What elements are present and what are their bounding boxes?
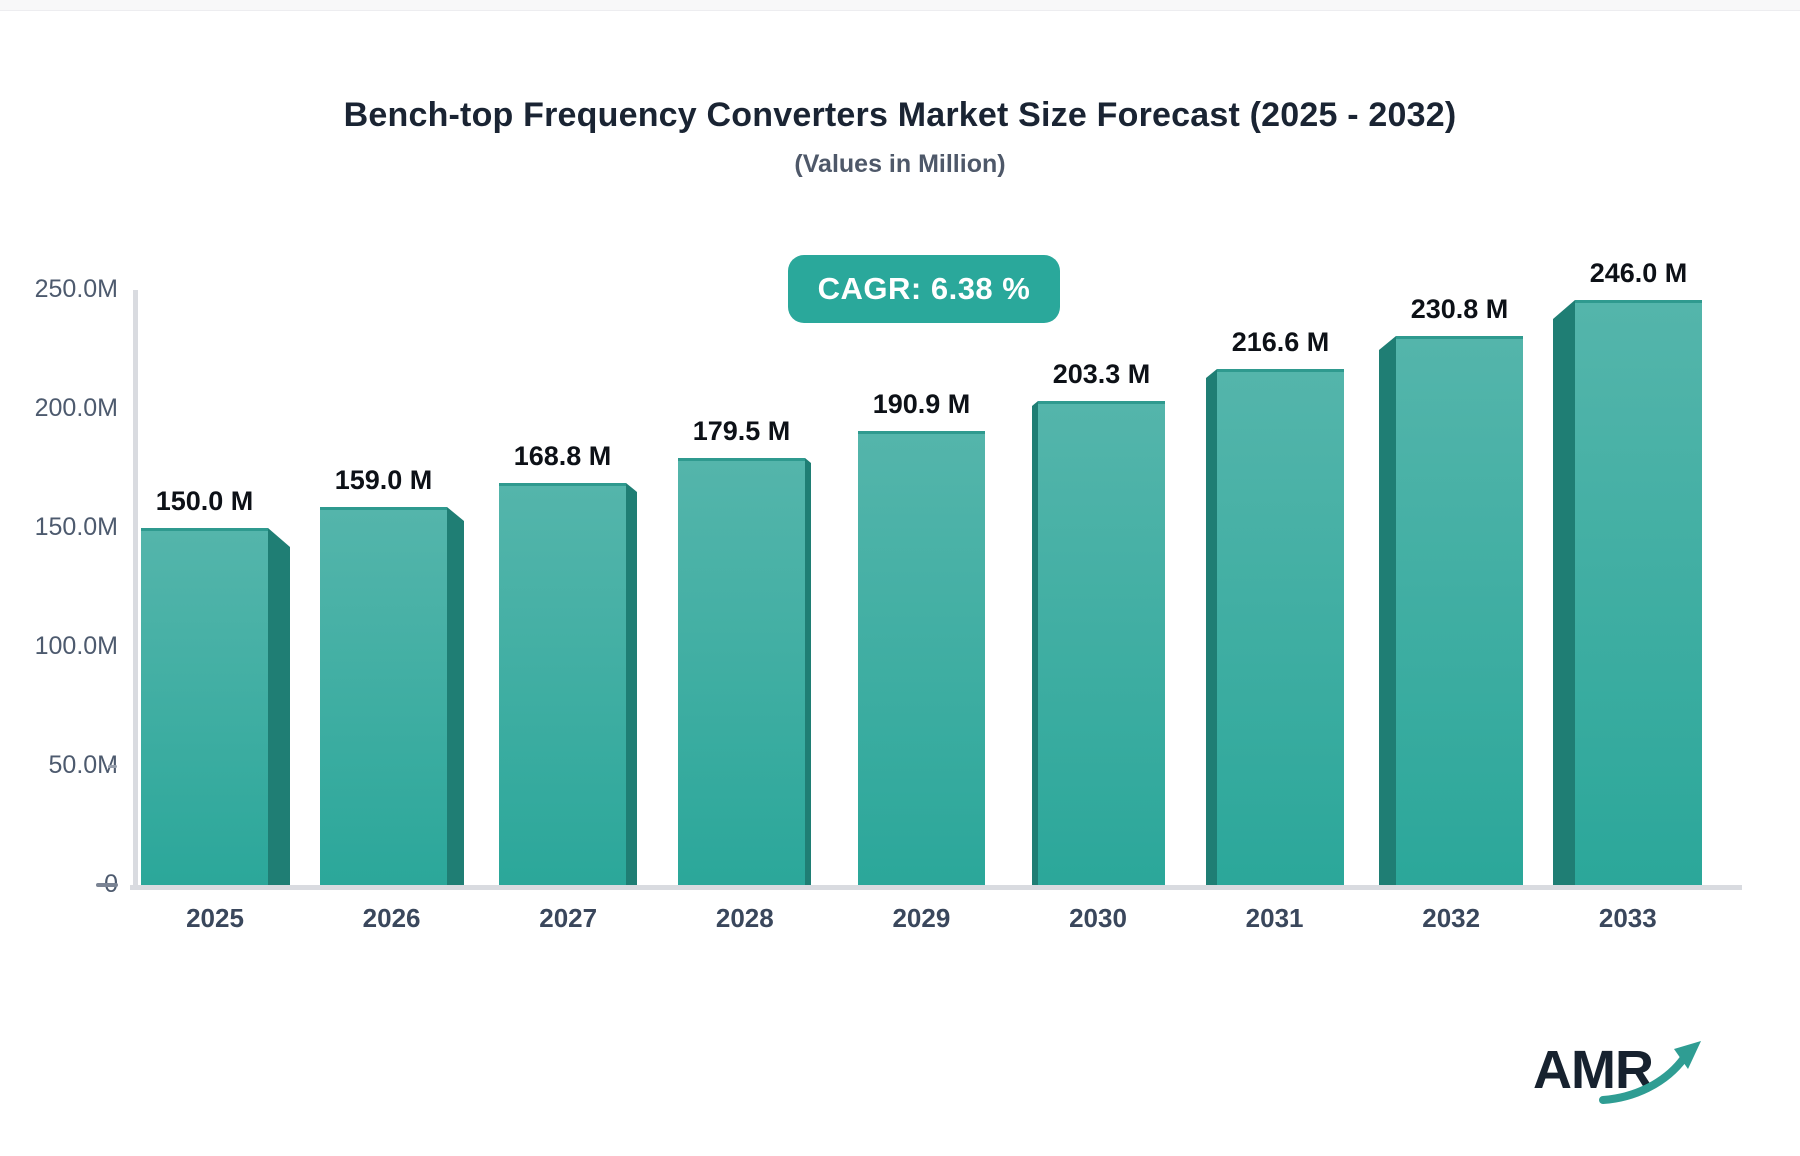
bar-side xyxy=(1379,336,1396,885)
bar-side xyxy=(1206,369,1217,885)
bar-side xyxy=(805,458,811,885)
y-axis-tick xyxy=(96,883,118,887)
bar: 216.6 M xyxy=(1206,327,1344,885)
x-tick-label: 2025 xyxy=(186,903,244,933)
bar-value-label: 203.3 M xyxy=(1052,359,1151,389)
bar-value-label: 190.9 M xyxy=(872,389,971,419)
bar-face xyxy=(1575,300,1702,885)
y-axis-label: 250.0M xyxy=(34,275,118,303)
y-axis-line xyxy=(133,290,138,890)
bar-face xyxy=(678,458,805,885)
bar-face xyxy=(1396,336,1523,885)
bar-face xyxy=(141,528,268,885)
x-tick-label: 2027 xyxy=(539,903,598,933)
bar-face xyxy=(858,431,985,885)
y-axis-tick xyxy=(108,765,117,768)
bar-side xyxy=(626,483,637,885)
bar: 179.5 M xyxy=(678,416,811,885)
bar-value-label: 179.5 M xyxy=(692,416,791,446)
y-axis-label: 150.0M xyxy=(34,513,118,541)
bar: 230.8 M xyxy=(1379,294,1523,885)
bar-side xyxy=(1032,401,1038,885)
bar-value-label: 159.0 M xyxy=(334,465,433,495)
x-tick-label: 2029 xyxy=(892,903,951,933)
bar-value-label: 246.0 M xyxy=(1589,258,1688,288)
bar: 150.0 M xyxy=(141,486,290,885)
x-tick-label: 2028 xyxy=(715,903,774,933)
bar-value-label: 230.8 M xyxy=(1410,294,1509,324)
chart-subtitle: (Values in Million) xyxy=(794,150,1006,178)
x-tick-label: 2033 xyxy=(1598,903,1657,933)
x-tick-label: 2032 xyxy=(1422,903,1481,933)
bar-value-label: 150.0 M xyxy=(155,486,254,516)
bar-value-label: 216.6 M xyxy=(1231,327,1330,357)
bar: 168.8 M xyxy=(499,441,637,885)
bar-face xyxy=(1217,369,1344,885)
chart-title: Bench-top Frequency Converters Market Si… xyxy=(343,96,1457,134)
bar-side xyxy=(447,507,464,885)
x-tick-label: 2031 xyxy=(1245,903,1304,933)
bar-side xyxy=(268,528,290,885)
y-axis-label: 100.0M xyxy=(34,632,118,660)
y-axis-label: 200.0M xyxy=(34,394,118,422)
bar: 246.0 M xyxy=(1553,258,1702,885)
bar-face xyxy=(320,507,447,885)
cagr-badge: CAGR: 6.38 % xyxy=(788,255,1060,323)
x-tick-label: 2030 xyxy=(1069,903,1127,933)
amr-logo: AMR xyxy=(1533,1040,1701,1104)
x-tick-label: 2026 xyxy=(362,903,421,933)
bar-face xyxy=(499,483,626,885)
bar: 203.3 M xyxy=(1032,359,1165,885)
bar-side xyxy=(1553,300,1575,885)
y-axis-label: 50.0M xyxy=(48,751,118,779)
bar-value-label: 168.8 M xyxy=(513,441,612,471)
top-strip xyxy=(0,0,1800,11)
bar-face xyxy=(1038,401,1165,885)
bar: 190.9 M xyxy=(858,389,985,885)
x-axis-line xyxy=(130,885,1742,890)
logo-arrow-icon xyxy=(1599,1041,1701,1104)
bar: 159.0 M xyxy=(320,465,464,885)
